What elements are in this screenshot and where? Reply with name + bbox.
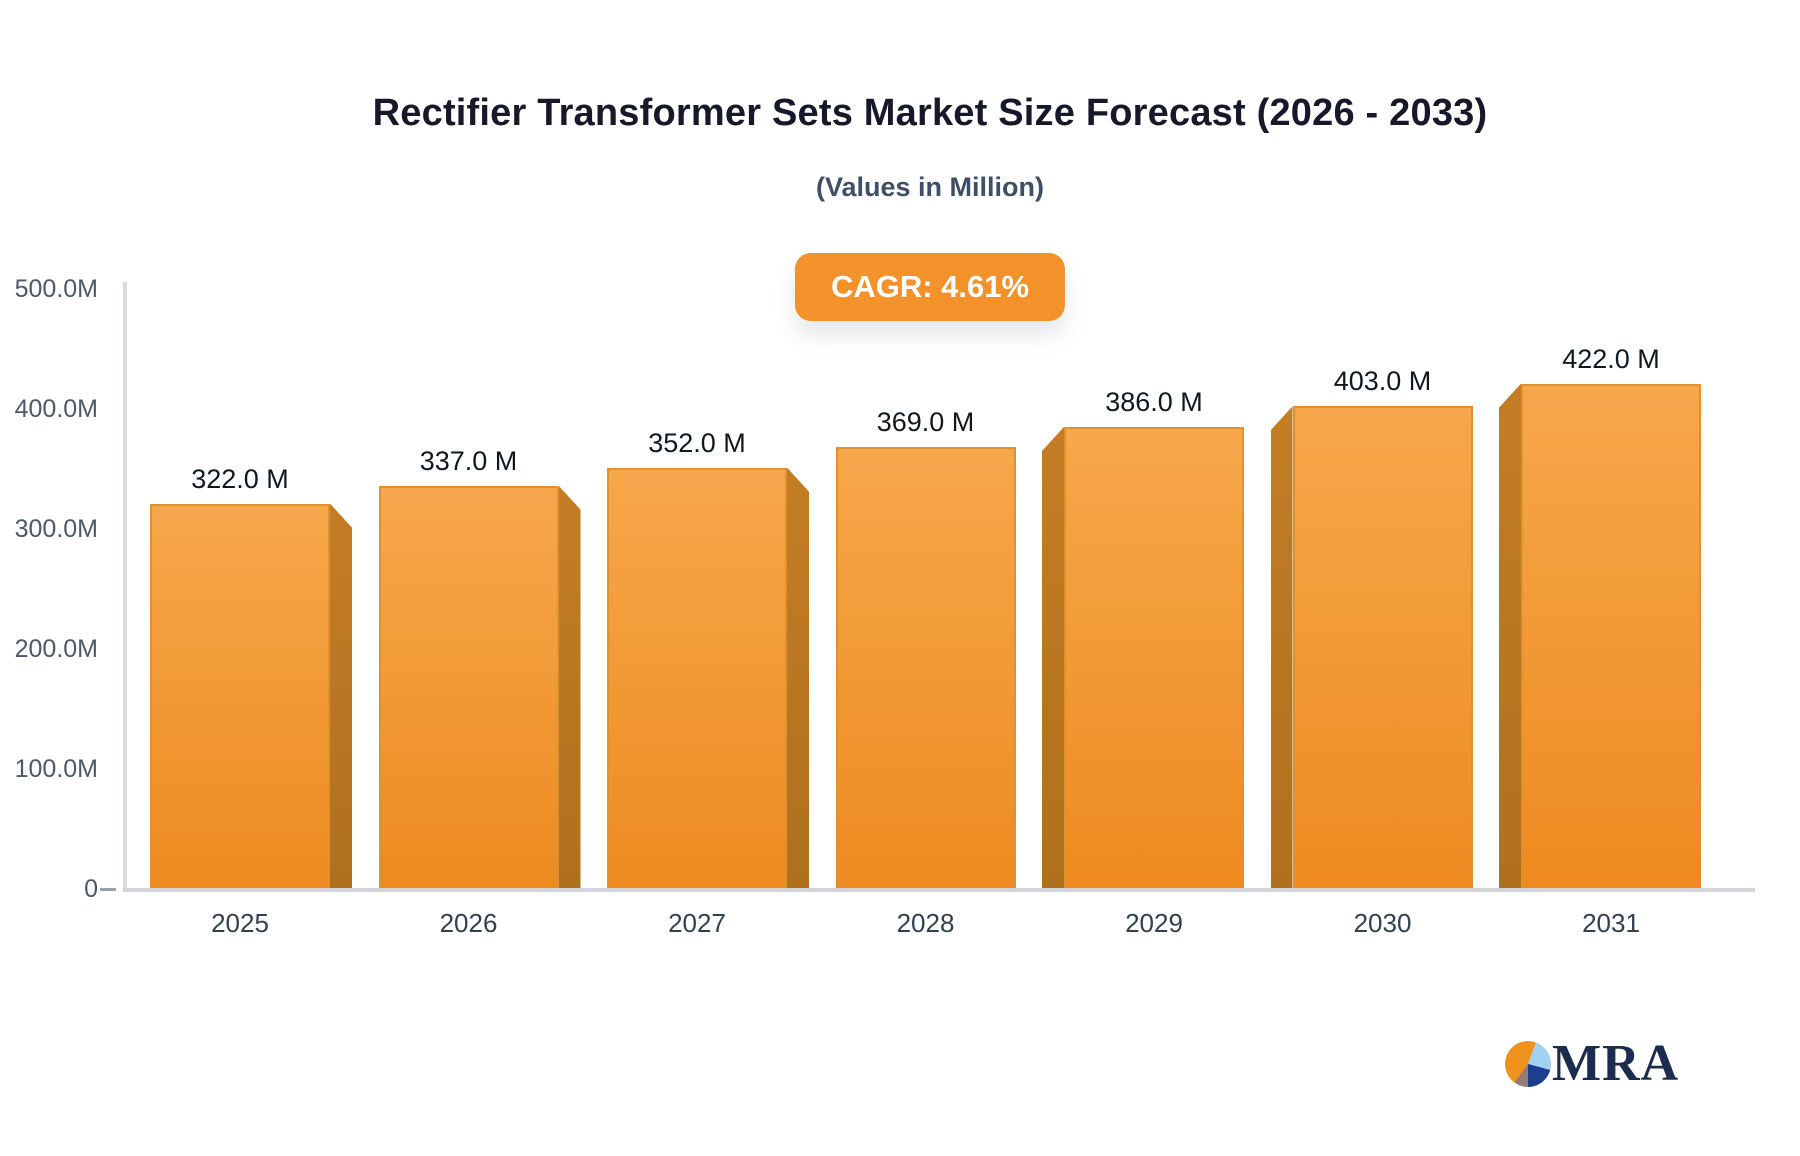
y-tick-label-100: 100.0M <box>14 755 98 783</box>
bar-face-2029 <box>1064 426 1244 890</box>
bar-value-label-2029: 386.0 M <box>1105 386 1203 417</box>
bar-face-2026 <box>378 485 559 890</box>
y-tick-label-500: 500.0M <box>14 275 98 303</box>
bar-3d-side-2030 <box>1270 406 1293 890</box>
bar-face-2031 <box>1521 383 1701 890</box>
bar-face-2030 <box>1292 406 1473 890</box>
bar-face-2025 <box>150 503 330 890</box>
bar-3d-side-2025 <box>330 503 352 890</box>
x-tick-label-2030: 2030 <box>1353 908 1412 938</box>
chart-title: Rectifier Transformer Sets Market Size F… <box>372 92 1488 134</box>
bar-3d-side-2029 <box>1042 426 1064 890</box>
bar-2027: 352.0 M <box>607 428 809 890</box>
logo-text: MRA <box>1552 1035 1680 1092</box>
bar-face-2028 <box>835 447 1016 890</box>
x-tick-label-2028: 2028 <box>896 908 955 938</box>
bar-2030: 403.0 M <box>1270 366 1473 890</box>
x-tick-label-2025: 2025 <box>211 908 269 938</box>
chart-subtitle: (Values in Million) <box>815 172 1045 202</box>
bar-2031: 422.0 M <box>1499 344 1701 890</box>
pie-chart-logo-icon <box>1505 1041 1551 1087</box>
bar-2028: 369.0 M <box>835 407 1016 890</box>
x-tick-label-2026: 2026 <box>439 908 498 938</box>
bar-face-2027 <box>607 467 787 890</box>
mra-logo: MRA <box>1505 1038 1679 1090</box>
bar-2026: 337.0 M <box>378 446 581 890</box>
x-tick-label-2029: 2029 <box>1125 908 1183 938</box>
bar-3d-side-2031 <box>1499 383 1521 890</box>
plot-area: 0 100.0M 200.0M 300.0M 400.0M 500.0M 322.0 M 20… <box>15 275 1755 938</box>
bar-3d-side-2026 <box>558 485 581 890</box>
y-tick-label-0: 0 <box>84 875 98 903</box>
y-axis-line <box>123 282 127 891</box>
bar-value-label-2025: 322.0 M <box>191 463 289 494</box>
bar-3d-side-2027 <box>787 467 809 890</box>
bar-value-label-2026: 337.0 M <box>419 445 518 476</box>
bar-2025: 322.0 M <box>150 464 352 890</box>
x-tick-label-2031: 2031 <box>1582 908 1640 938</box>
bar-value-label-2031: 422.0 M <box>1562 343 1660 374</box>
bar-value-label-2030: 403.0 M <box>1333 366 1432 397</box>
y-tick-label-400: 400.0M <box>14 395 98 423</box>
bar-value-label-2027: 352.0 M <box>648 427 746 458</box>
x-axis-line <box>123 888 1755 892</box>
cagr-badge: CAGR: 4.61% <box>794 253 1066 321</box>
x-tick-label-2027: 2027 <box>668 908 726 938</box>
zero-tick-mark <box>100 888 116 891</box>
bar-2029: 386.0 M <box>1042 387 1244 890</box>
y-tick-label-300: 300.0M <box>14 515 98 543</box>
y-tick-label-200: 200.0M <box>14 635 98 663</box>
bar-value-label-2028: 369.0 M <box>876 407 975 438</box>
